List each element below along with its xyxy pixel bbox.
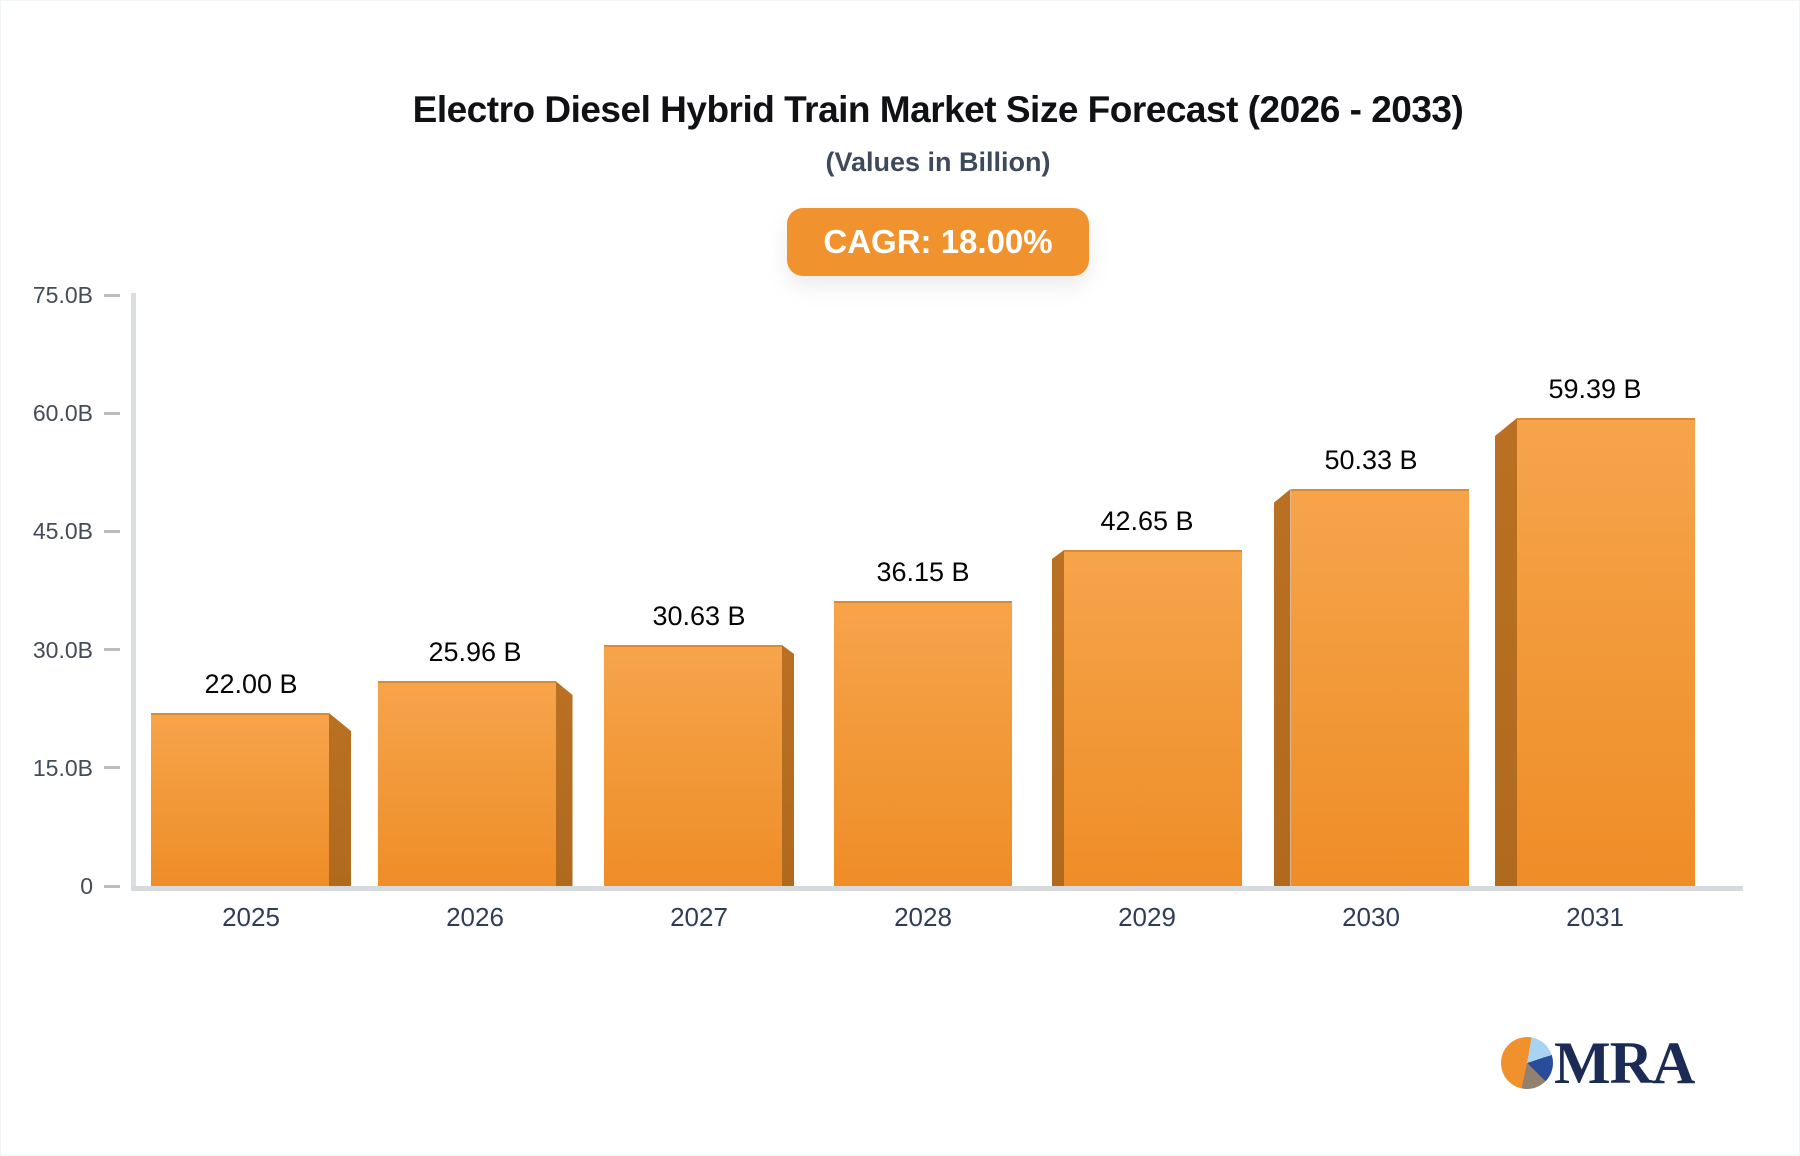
bar bbox=[377, 681, 556, 886]
bar bbox=[151, 713, 329, 886]
bar-group: 22.00 B 2025 bbox=[151, 669, 351, 932]
bar-value-label: 50.33 B bbox=[1324, 445, 1418, 475]
bar-group: 36.15 B 2028 bbox=[834, 557, 1012, 932]
bar-group: 50.33 B 2030 bbox=[1273, 445, 1469, 932]
bar-value-label: 22.00 B bbox=[204, 669, 298, 699]
bar bbox=[1517, 418, 1695, 886]
bar bbox=[834, 601, 1012, 886]
bar-side-face bbox=[1052, 550, 1064, 886]
bar-group: 42.65 B 2029 bbox=[1052, 506, 1242, 932]
bar-group: 59.39 B 2031 bbox=[1495, 374, 1695, 932]
bar-side-face bbox=[1495, 418, 1517, 886]
y-axis-line bbox=[131, 293, 136, 891]
x-tick-label: 2029 bbox=[1118, 902, 1176, 932]
y-tick-mark bbox=[104, 529, 120, 533]
bar bbox=[1064, 550, 1242, 886]
x-tick-label: 2027 bbox=[670, 902, 728, 932]
chart-subtitle: (Values in Billion) bbox=[825, 147, 1051, 177]
x-tick-label: 2031 bbox=[1566, 902, 1624, 932]
bar bbox=[1290, 489, 1469, 886]
logo-pie-icon bbox=[1501, 1037, 1553, 1089]
bar-value-label: 42.65 B bbox=[1100, 506, 1194, 536]
y-tick-mark bbox=[104, 884, 120, 888]
bar-side-face bbox=[1273, 489, 1291, 886]
bar-side-face bbox=[329, 713, 351, 886]
bar-value-label: 25.96 B bbox=[428, 637, 522, 667]
y-tick-label: 45.0B bbox=[32, 518, 93, 545]
x-axis-line bbox=[131, 886, 1743, 891]
bar bbox=[604, 645, 782, 886]
bar-value-label: 30.63 B bbox=[652, 601, 746, 631]
x-tick-label: 2030 bbox=[1342, 902, 1400, 932]
y-tick-mark bbox=[104, 411, 120, 415]
chart-title: Electro Diesel Hybrid Train Market Size … bbox=[412, 89, 1464, 130]
x-tick-label: 2028 bbox=[894, 902, 952, 932]
logo-text: MRA bbox=[1554, 1030, 1695, 1096]
cagr-badge-wrap: CAGR: 18.00% bbox=[77, 208, 1799, 276]
y-tick-label: 75.0B bbox=[32, 282, 93, 308]
x-tick-label: 2025 bbox=[222, 902, 280, 932]
y-tick-label: 60.0B bbox=[32, 400, 93, 427]
y-tick-label: 30.0B bbox=[32, 636, 93, 663]
brand-logo: MRA bbox=[1501, 1030, 1695, 1096]
chart-header: Electro Diesel Hybrid Train Market Size … bbox=[77, 1, 1799, 178]
bar-side-face bbox=[782, 645, 794, 886]
bar-value-label: 36.15 B bbox=[876, 557, 970, 587]
y-tick-label: 15.0B bbox=[32, 754, 93, 781]
y-tick-mark bbox=[104, 648, 120, 652]
bar-value-label: 59.39 B bbox=[1548, 374, 1642, 404]
y-tick-mark bbox=[104, 766, 120, 770]
y-tick-mark bbox=[104, 293, 120, 297]
cagr-badge: CAGR: 18.00% bbox=[787, 208, 1089, 276]
bar-side-face bbox=[555, 681, 573, 886]
x-tick-label: 2026 bbox=[446, 902, 504, 932]
y-tick-label: 0 bbox=[80, 873, 93, 899]
bar-group: 25.96 B 2026 bbox=[377, 637, 573, 932]
bar-group: 30.63 B 2027 bbox=[604, 601, 794, 932]
